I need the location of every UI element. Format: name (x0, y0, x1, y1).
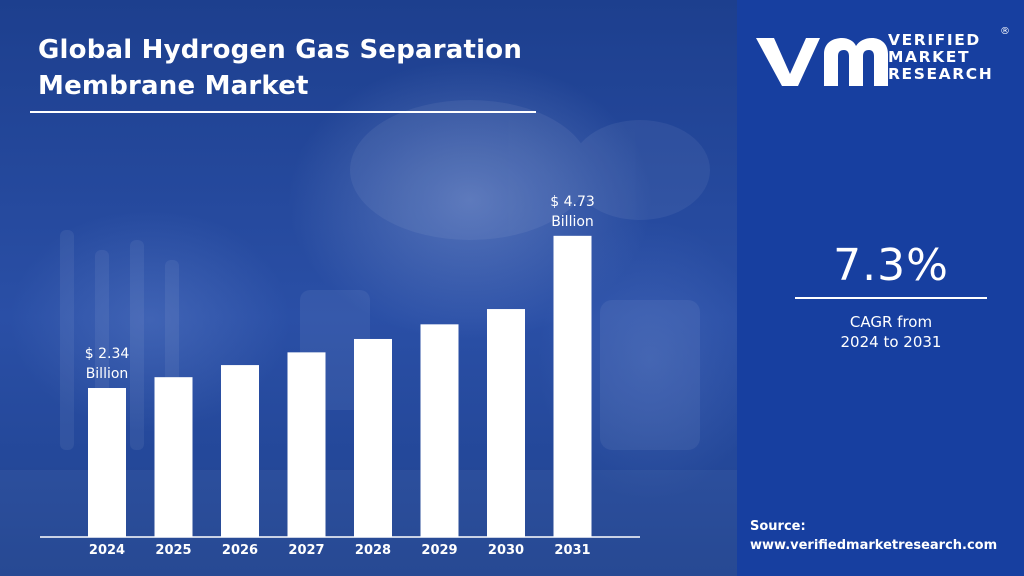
bar-chart: 2024 2025 2026 2027 2028 2029 2030 2031 $ 2.34 Bi… (40, 194, 640, 558)
data-label-2024-line1: $ 2.34 (85, 346, 130, 362)
data-label-2031-line1: $ 4.73 (550, 194, 595, 210)
brand-line1: VERIFIED (888, 31, 981, 49)
bar-2031 (553, 235, 592, 537)
source-note: Source: www.verifiedmarketresearch.com (750, 517, 997, 555)
data-label-2024-line2: Billion (86, 366, 129, 382)
chart-panel: Global Hydrogen Gas Separation Membrane … (0, 0, 737, 576)
source-label: Source: (750, 519, 806, 534)
cagr-value: 7.3% (833, 240, 949, 291)
x-tick-label-2029: 2029 (421, 543, 457, 558)
bar-2029 (420, 324, 459, 537)
bar-2024 (88, 388, 126, 537)
bar-2027 (287, 352, 326, 537)
x-tick-label-2027: 2027 (288, 543, 324, 558)
title-underline (30, 111, 536, 113)
x-tick-label-2030: 2030 (488, 543, 524, 558)
bar-2030 (487, 309, 525, 537)
chart-title-line1: Global Hydrogen Gas Separation (38, 35, 523, 65)
cagr-label-line2: 2024 to 2031 (840, 333, 942, 351)
cagr-divider (795, 297, 987, 299)
source-url[interactable]: www.verifiedmarketresearch.com (750, 538, 998, 553)
chart-title-line2: Membrane Market (38, 71, 309, 101)
x-tick-label-2026: 2026 (222, 543, 258, 558)
x-tick-label-2031: 2031 (554, 543, 590, 558)
x-tick-label-2024: 2024 (89, 543, 125, 558)
info-panel (737, 0, 1024, 576)
brand-line2: MARKET (888, 48, 971, 66)
chart-title: Global Hydrogen Gas Separation Membrane … (38, 32, 558, 104)
data-label-2031-line2: Billion (551, 214, 594, 230)
vmr-logo-icon (756, 38, 888, 86)
registered-mark: ® (1000, 26, 1010, 37)
bar-2026 (221, 365, 259, 537)
brand-line3: RESEARCH (888, 65, 994, 83)
brand-wordmark: VERIFIED MARKET RESEARCH (888, 32, 993, 83)
x-tick-label-2028: 2028 (355, 543, 391, 558)
cagr-label: CAGR from 2024 to 2031 (795, 312, 987, 352)
cagr-label-line1: CAGR from (849, 313, 933, 331)
bar-2025 (154, 377, 193, 537)
x-tick-label-2025: 2025 (155, 543, 191, 558)
bar-2028 (354, 338, 392, 537)
